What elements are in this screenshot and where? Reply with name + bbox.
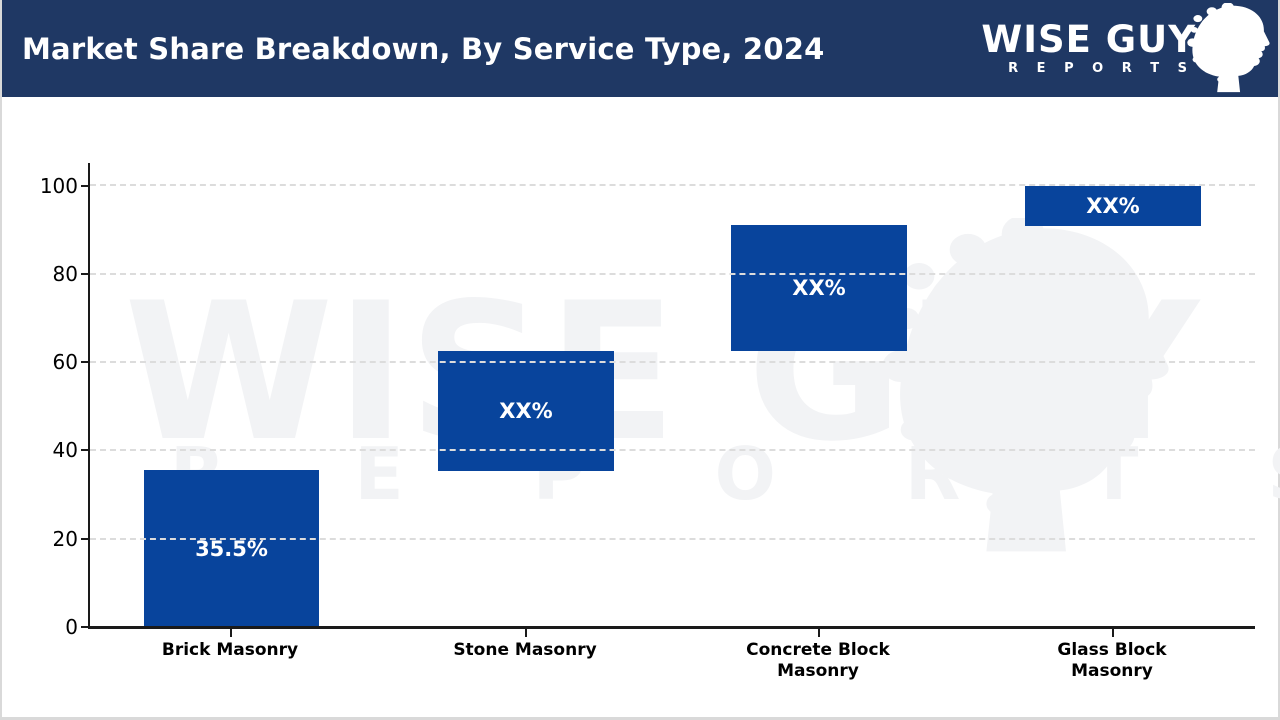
bar-stone-masonry: XX% (438, 351, 614, 471)
bar-value-label: XX% (499, 399, 553, 423)
brand-subtitle: R E P O R T S (1008, 61, 1194, 76)
watermark-brand-subtitle: R E P O R T S (170, 432, 1280, 516)
gridline-60 (90, 361, 1255, 363)
y-tick-label-20: 20 (52, 527, 78, 551)
gridline-40 (90, 449, 1255, 451)
bar-brick-masonry: 35.5% (144, 470, 319, 627)
brand-name: WISE GUY (981, 18, 1196, 61)
gridline-80 (90, 273, 1255, 275)
category-label-stone-masonry: Stone Masonry (453, 640, 597, 660)
category-label-glass-block-masonry: Glass Block Masonry (1057, 640, 1167, 681)
y-tick-label-80: 80 (52, 262, 78, 286)
gridline-20 (90, 538, 1255, 540)
y-axis-line (88, 163, 90, 629)
y-tick-label-40: 40 (52, 438, 78, 462)
bar-value-label: XX% (1086, 194, 1140, 218)
y-tick-mark (81, 273, 89, 275)
brand-logo: WISE GUY R E P O R T S (981, 0, 1270, 97)
y-tick-mark (81, 449, 89, 451)
category-label-brick-masonry: Brick Masonry (161, 640, 299, 660)
y-tick-label-60: 60 (52, 350, 78, 374)
page-title: Market Share Breakdown, By Service Type,… (22, 31, 825, 66)
bar-glass-block-masonry: XX% (1025, 186, 1201, 226)
x-tick-mark (1112, 629, 1114, 637)
watermark-head-profile-icon (882, 218, 1169, 552)
x-tick-mark (230, 629, 232, 637)
y-tick-mark (81, 626, 89, 628)
y-tick-mark (81, 361, 89, 363)
bar-value-label: 35.5% (195, 536, 268, 561)
bar-value-label: XX% (792, 276, 846, 300)
x-tick-mark (525, 629, 527, 637)
y-tick-label-0: 0 (65, 615, 78, 639)
head-profile-logo-icon (1187, 2, 1270, 92)
y-tick-label-100: 100 (39, 174, 78, 198)
header-bar: Market Share Breakdown, By Service Type,… (2, 0, 1278, 97)
brand-wordmark: WISE GUY R E P O R T S (981, 21, 1196, 76)
y-tick-mark (81, 185, 89, 187)
x-tick-mark (818, 629, 820, 637)
bar-concrete-block-masonry: XX% (731, 225, 907, 351)
y-tick-mark (81, 538, 89, 540)
category-label-concrete-block-masonry: Concrete Block Masonry (746, 640, 890, 681)
gridline-100 (90, 184, 1255, 186)
x-axis-line (88, 626, 1255, 629)
